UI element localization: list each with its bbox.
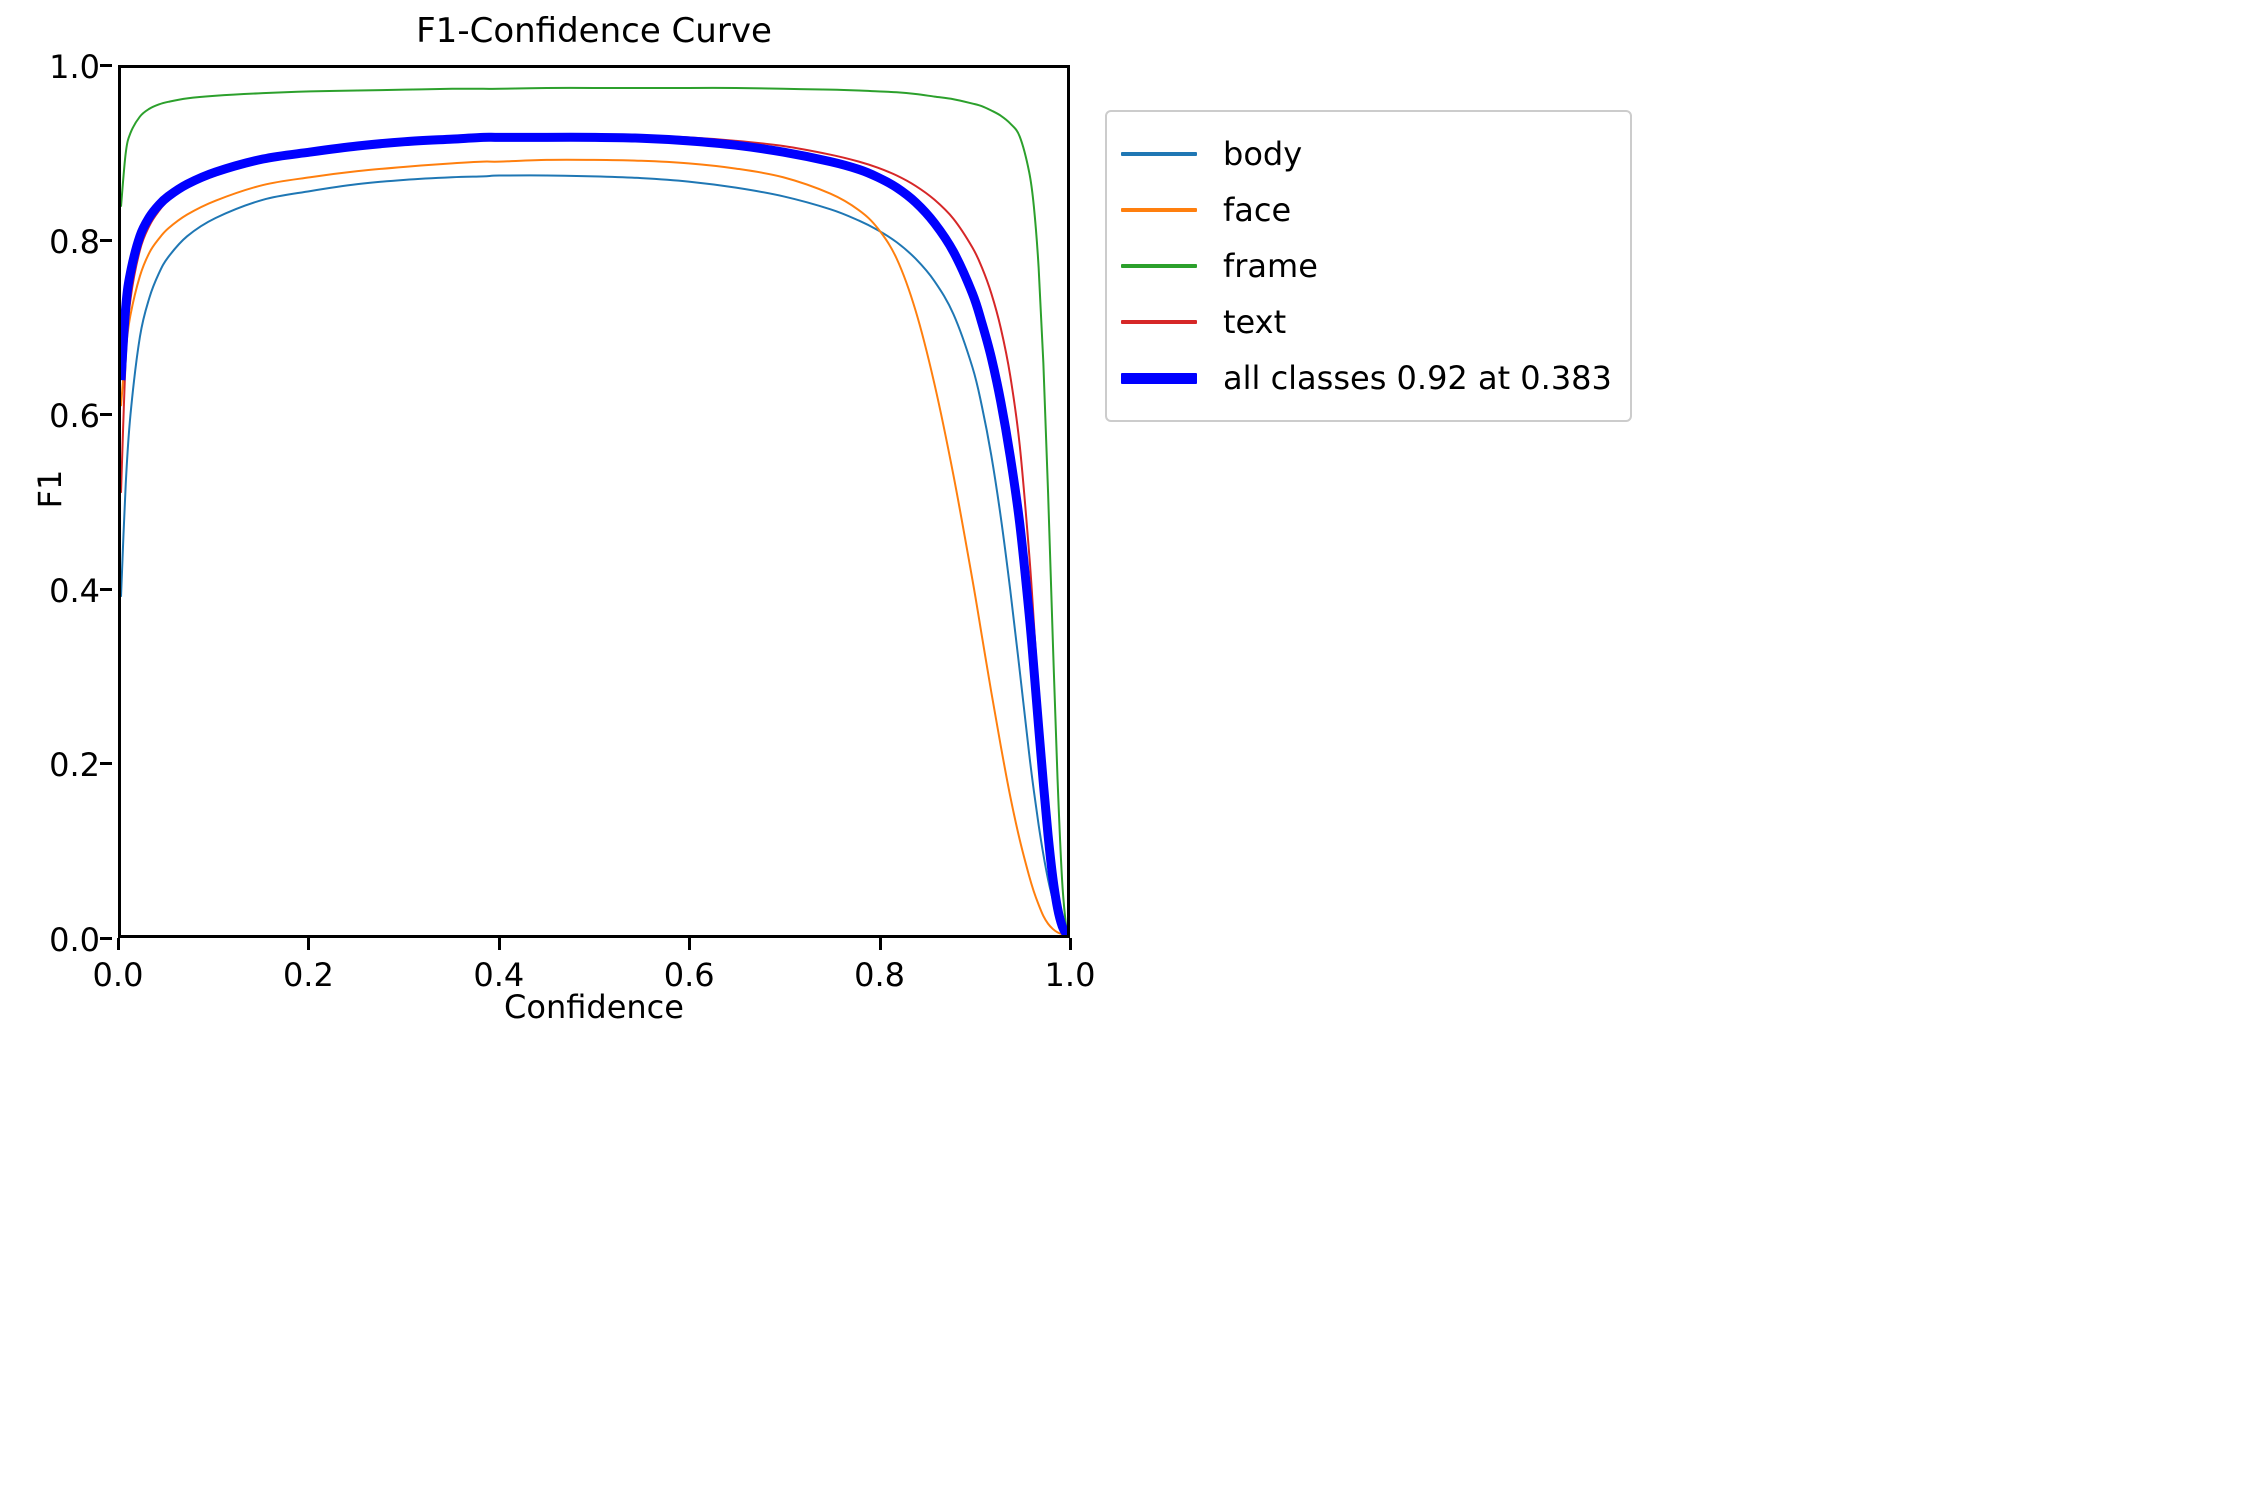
y-tick-mark (100, 762, 112, 766)
chart-legend: body face frame text all classes 0.92 at 0.3… (1105, 110, 1632, 422)
y-axis-ticks: 0.0 0.2 0.4 0.6 0.8 1.0 (0, 48, 112, 959)
x-tick-mark (878, 938, 882, 950)
legend-item-label: frame (1223, 247, 1318, 285)
x-tick-label: 0.2 (282, 956, 334, 994)
curve-text (121, 135, 1067, 935)
x-axis-label: Confidence (504, 988, 684, 1026)
legend-item[interactable]: text (1121, 294, 1612, 350)
legend-item-label: text (1223, 303, 1287, 341)
page-title: F1-Confidence Curve (416, 11, 772, 51)
x-tick-mark (1069, 938, 1072, 950)
x-tick-mark (307, 938, 311, 950)
x-tick-label: 0.4 (473, 956, 525, 994)
legend-item-label: face (1223, 191, 1292, 229)
plot-area (118, 65, 1070, 938)
curves-svg (121, 68, 1067, 935)
x-tick-label: 0.6 (663, 956, 715, 994)
x-tick-mark (497, 938, 501, 950)
y-tick-label: 1.0 (49, 48, 100, 86)
curve-frame (121, 88, 1067, 935)
legend-item[interactable]: frame (1121, 238, 1612, 294)
y-tick-mark (100, 64, 112, 67)
y-tick-label: 0.2 (49, 746, 100, 785)
legend-item[interactable]: all classes 0.92 at 0.383 (1121, 350, 1612, 406)
y-tick-mark (100, 413, 112, 417)
legend-item[interactable]: face (1121, 182, 1612, 238)
x-axis-ticks: 0.0 0.2 0.4 0.6 0.8 1.0 (93, 938, 1095, 1008)
y-tick-mark (100, 238, 112, 242)
curve-face (121, 160, 1067, 935)
x-tick-label: 0.0 (92, 956, 144, 994)
legend-item-label: body (1223, 135, 1303, 173)
x-tick-label: 1.0 (1044, 956, 1096, 994)
y-tick-label: 0.4 (49, 571, 100, 610)
y-tick-label: 0.8 (49, 222, 100, 261)
y-tick-label: 0.6 (49, 397, 100, 436)
y-tick-mark (100, 587, 112, 591)
curve-all (121, 137, 1067, 935)
x-tick-mark (688, 938, 692, 950)
curve-body (121, 175, 1067, 935)
legend-item[interactable]: body (1121, 126, 1612, 182)
y-tick-mark (100, 937, 112, 940)
x-tick-mark (117, 938, 120, 950)
legend-item-label: all classes 0.92 at 0.383 (1223, 359, 1612, 397)
y-tick-label: 0.0 (49, 921, 100, 959)
x-tick-label: 0.8 (854, 956, 906, 994)
